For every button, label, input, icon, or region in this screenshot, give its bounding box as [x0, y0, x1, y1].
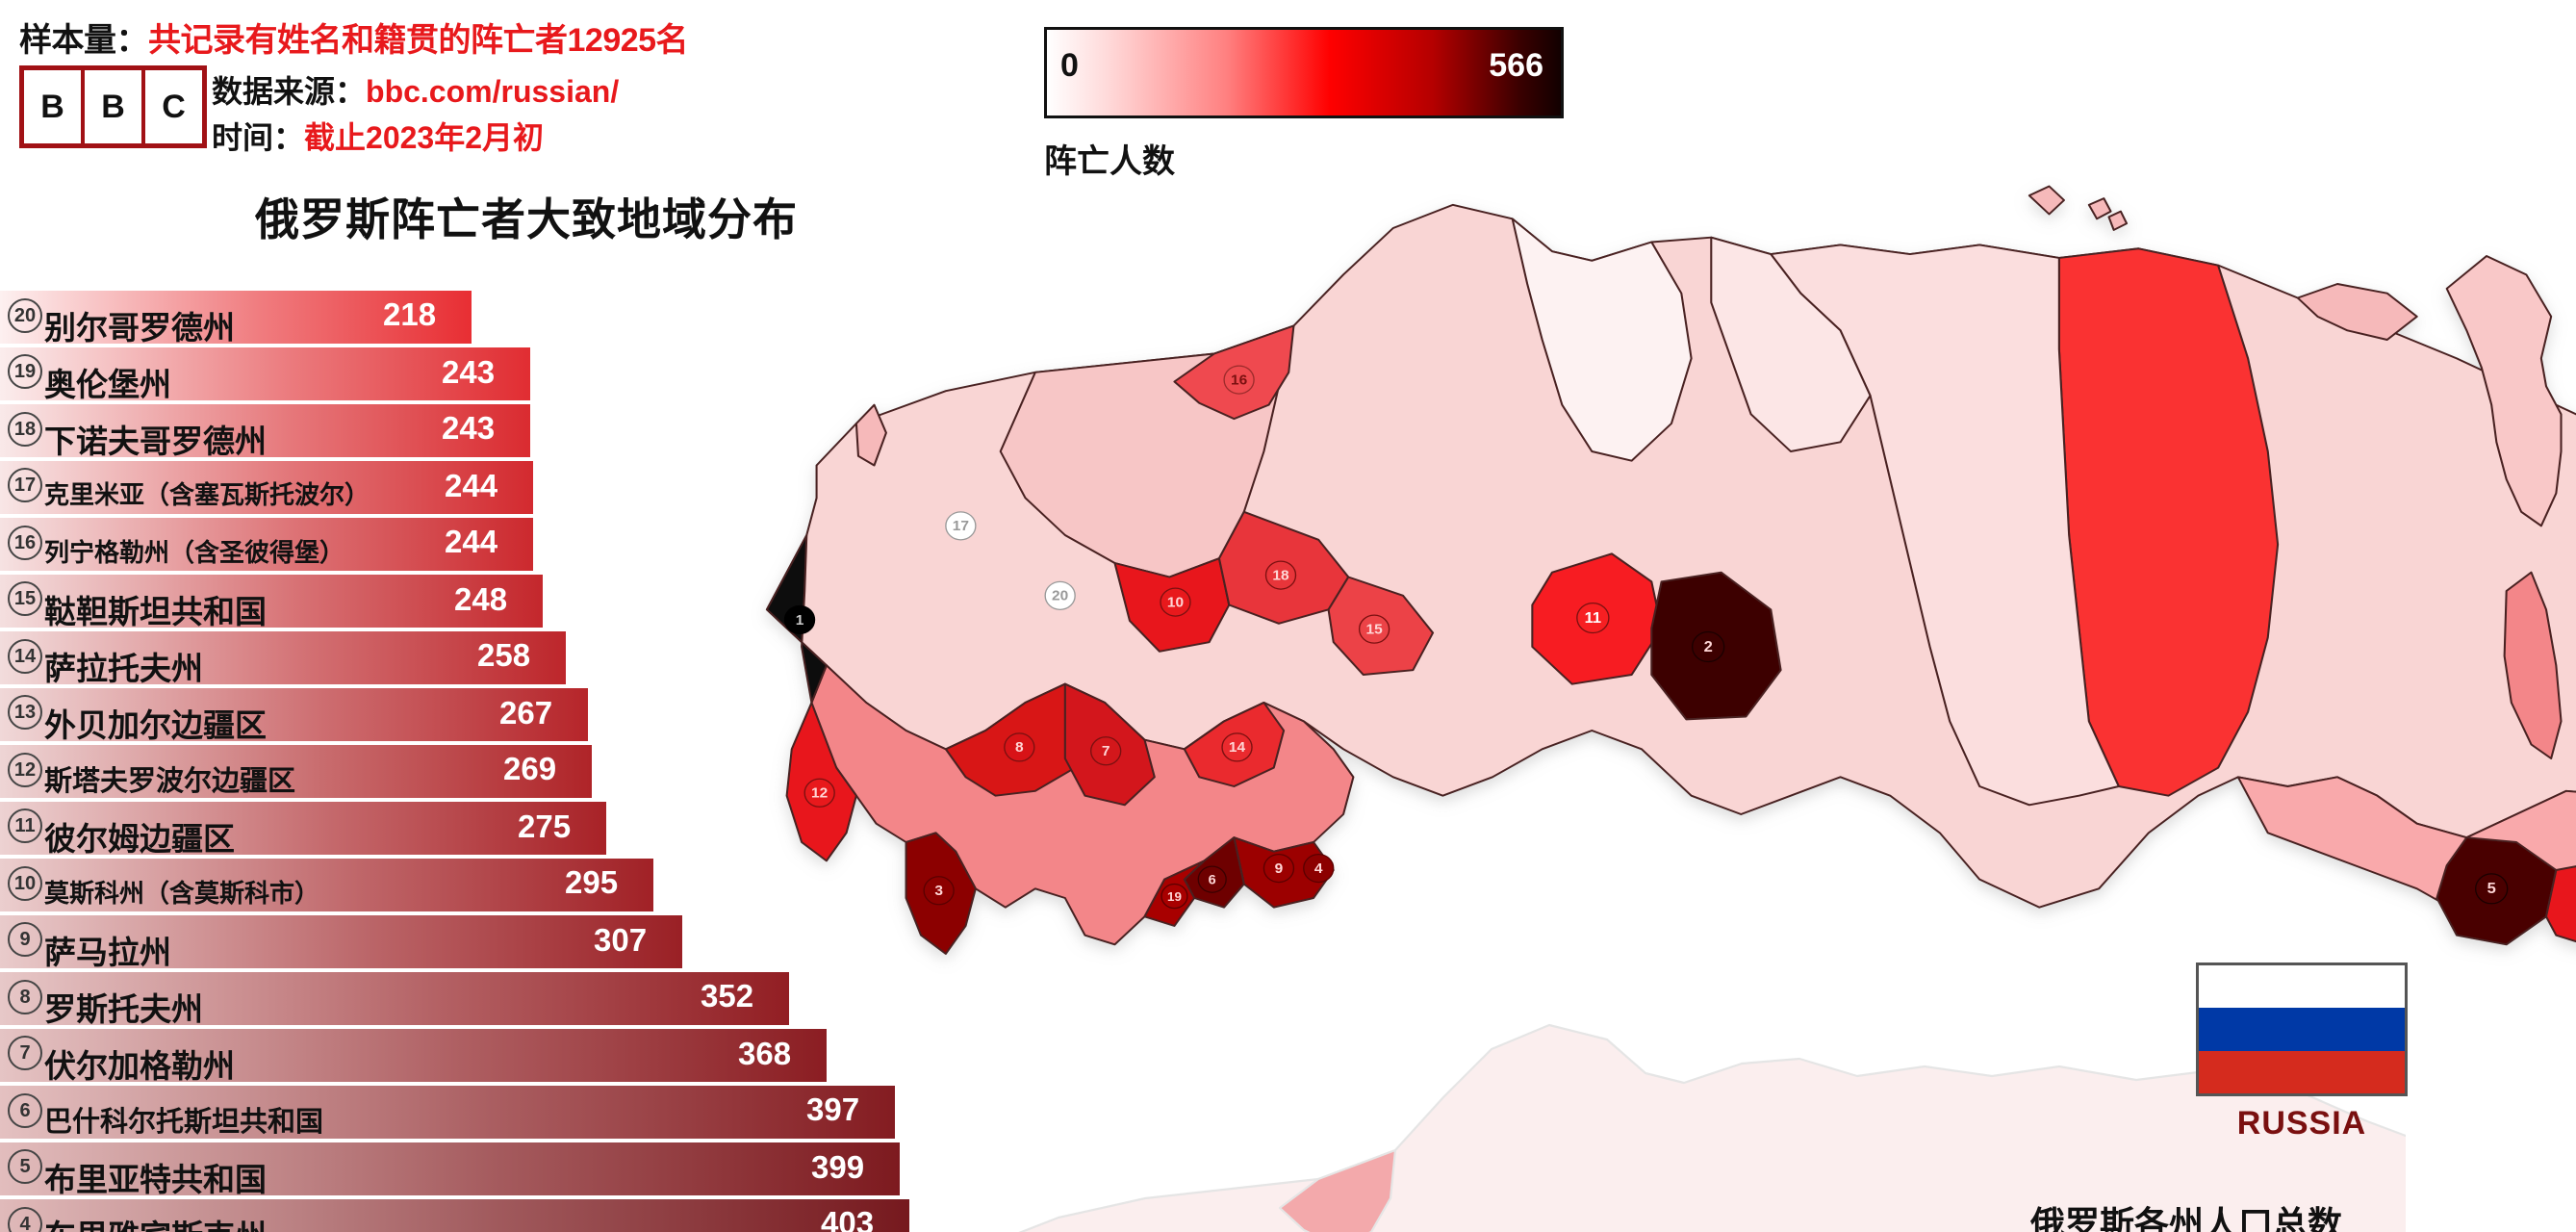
svg-text:12: 12	[811, 785, 828, 801]
svg-text:19: 19	[1167, 889, 1182, 903]
svg-text:6: 6	[1209, 872, 1216, 886]
svg-text:3: 3	[934, 884, 943, 899]
svg-text:17: 17	[953, 519, 969, 534]
svg-text:20: 20	[1052, 588, 1068, 603]
svg-text:1: 1	[796, 612, 804, 628]
svg-text:11: 11	[1585, 610, 1602, 626]
svg-text:18: 18	[1272, 568, 1288, 583]
svg-text:16: 16	[1231, 372, 1247, 388]
svg-text:14: 14	[1229, 740, 1246, 756]
svg-text:2: 2	[1704, 639, 1713, 654]
svg-text:8: 8	[1015, 740, 1024, 756]
svg-text:15: 15	[1365, 622, 1382, 637]
svg-text:10: 10	[1167, 595, 1184, 610]
svg-text:7: 7	[1102, 744, 1110, 759]
svg-text:4: 4	[1314, 860, 1323, 876]
svg-text:5: 5	[2487, 882, 2496, 897]
svg-text:9: 9	[1275, 860, 1284, 876]
